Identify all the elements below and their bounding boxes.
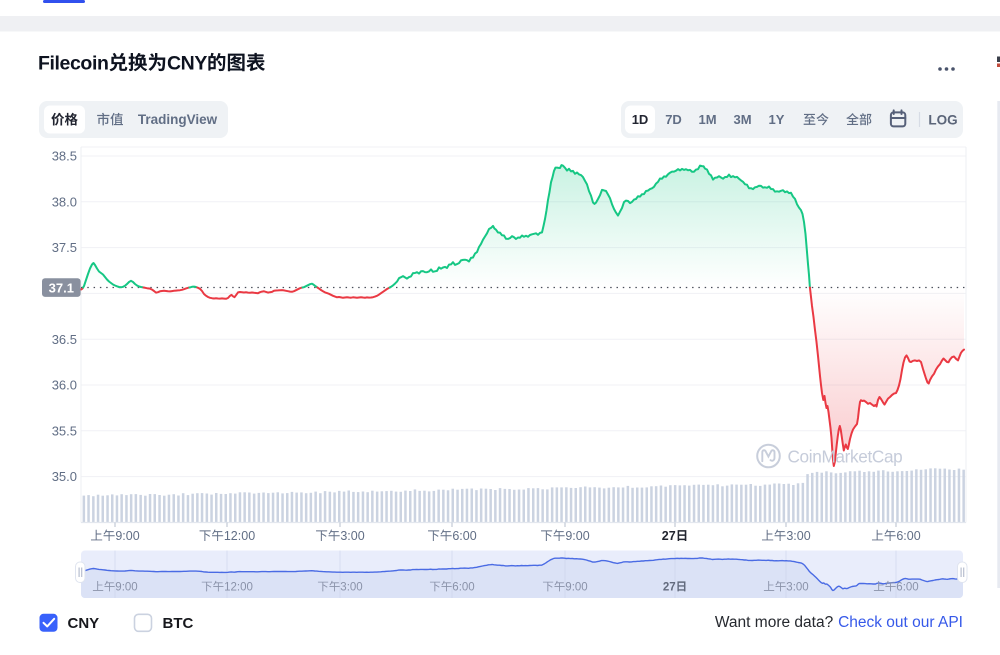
svg-text:3:00: 3:00 <box>340 529 364 543</box>
svg-text:3:00: 3:00 <box>786 529 810 543</box>
svg-text:Check out our API: Check out our API <box>838 614 963 631</box>
svg-text:1Y: 1Y <box>769 112 785 127</box>
svg-text:37.1: 37.1 <box>49 280 74 295</box>
svg-text:12:00: 12:00 <box>224 582 253 594</box>
svg-text:6:00: 6:00 <box>896 529 920 543</box>
svg-text:35.0: 35.0 <box>52 469 77 484</box>
svg-text:37.5: 37.5 <box>52 240 77 255</box>
svg-text:27: 27 <box>663 582 676 594</box>
svg-text:35.5: 35.5 <box>52 423 77 438</box>
svg-text:6:00: 6:00 <box>896 582 918 594</box>
svg-text:9:00: 9:00 <box>565 582 587 594</box>
svg-text:1D: 1D <box>632 112 649 127</box>
svg-text:6:00: 6:00 <box>452 582 474 594</box>
svg-text:LOG: LOG <box>928 112 957 127</box>
svg-text:36.5: 36.5 <box>52 332 77 347</box>
svg-text:Filecoin: Filecoin <box>38 53 108 75</box>
svg-text:3:00: 3:00 <box>340 582 362 594</box>
svg-text:27: 27 <box>662 529 676 543</box>
svg-text:12:00: 12:00 <box>224 529 255 543</box>
svg-text:38.5: 38.5 <box>52 149 77 164</box>
svg-text:9:00: 9:00 <box>115 529 139 543</box>
svg-text:38.0: 38.0 <box>52 194 77 209</box>
svg-text:CNY: CNY <box>167 53 207 75</box>
svg-text:3:00: 3:00 <box>786 582 808 594</box>
svg-text:9:00: 9:00 <box>115 582 137 594</box>
svg-text:CNY: CNY <box>68 615 100 632</box>
svg-text:7D: 7D <box>665 112 682 127</box>
svg-text:36.0: 36.0 <box>52 378 77 393</box>
svg-text:CoinMarketCap: CoinMarketCap <box>788 446 903 466</box>
svg-text:Want more data?: Want more data? <box>715 614 834 631</box>
svg-text:TradingView: TradingView <box>138 112 218 127</box>
svg-text:9:00: 9:00 <box>565 529 589 543</box>
svg-text:BTC: BTC <box>163 615 194 632</box>
svg-text:6:00: 6:00 <box>452 529 476 543</box>
svg-text:3M: 3M <box>733 112 751 127</box>
svg-text:1M: 1M <box>698 112 716 127</box>
